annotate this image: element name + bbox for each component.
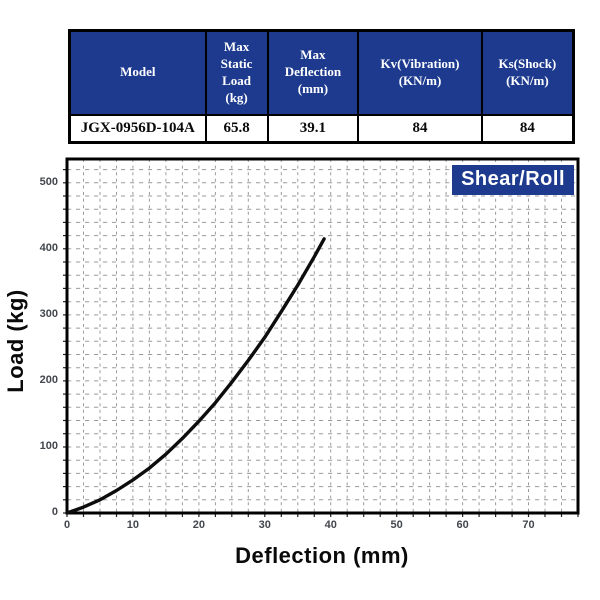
series-badge: Shear/Roll bbox=[452, 165, 574, 195]
cell-ks-shock: 84 bbox=[480, 113, 575, 144]
cell-max-static-load: 65.8 bbox=[204, 113, 269, 144]
spec-table-header-row: Model Max Static Load (kg) Max Deflectio… bbox=[68, 29, 575, 116]
cell-kv-vibration: 84 bbox=[357, 113, 483, 144]
plot-canvas bbox=[63, 157, 580, 517]
header-model: Model bbox=[68, 29, 207, 116]
y-tick-label: 100 bbox=[39, 439, 58, 452]
x-tick-label: 60 bbox=[456, 519, 469, 531]
cell-max-deflection: 39.1 bbox=[266, 113, 360, 144]
x-tick-label: 10 bbox=[126, 519, 140, 531]
header-max-static-load: Max Static Load (kg) bbox=[204, 29, 269, 116]
x-tick-label: 70 bbox=[522, 519, 535, 531]
y-tick-label: 500 bbox=[39, 175, 58, 188]
plot-area: Shear/Roll bbox=[63, 157, 580, 517]
y-tick-label: 0 bbox=[51, 506, 58, 518]
header-max-deflection: Max Deflection (mm) bbox=[266, 29, 360, 116]
cell-model: JGX-0956D-104A bbox=[68, 113, 207, 144]
load-deflection-curve bbox=[65, 237, 326, 515]
x-tick-label: 40 bbox=[324, 519, 337, 531]
header-ks-shock: Ks(Shock) (KN/m) bbox=[480, 29, 575, 116]
x-tick-label: 50 bbox=[390, 519, 403, 531]
spec-table: Model Max Static Load (kg) Max Deflectio… bbox=[68, 29, 575, 144]
plot-border bbox=[65, 157, 580, 515]
x-tick-label: 0 bbox=[63, 519, 71, 531]
y-tick-label: 200 bbox=[39, 373, 58, 386]
table-row: JGX-0956D-104A 65.8 39.1 84 84 bbox=[68, 113, 575, 144]
y-tick-label: 400 bbox=[39, 241, 58, 254]
y-tick-label: 300 bbox=[39, 307, 58, 320]
header-kv-vibration: Kv(Vibration) (KN/m) bbox=[357, 29, 483, 116]
x-tick-label: 20 bbox=[192, 519, 205, 531]
grid-lines bbox=[67, 159, 578, 513]
axis-tick-marks bbox=[63, 169, 579, 517]
x-axis-title: Deflection (mm) bbox=[235, 543, 409, 568]
x-tick-label: 30 bbox=[258, 519, 271, 531]
